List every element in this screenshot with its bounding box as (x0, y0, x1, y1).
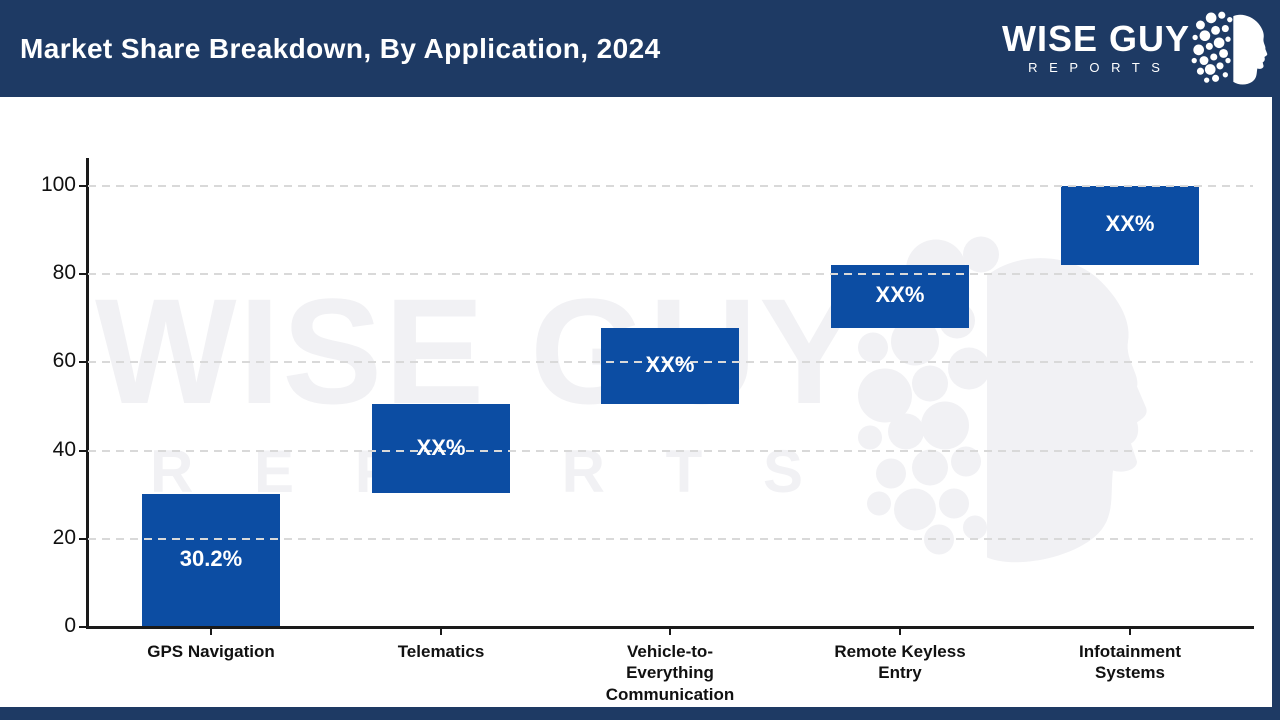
x-tick-label: Telematics (397, 642, 485, 661)
bar (142, 493, 280, 627)
header-bar: Market Share Breakdown, By Application, … (0, 0, 1280, 97)
bar-value-label: XX% (875, 282, 925, 308)
bar (1061, 186, 1199, 265)
logo-wordmark: WISE GUY R E P O R T S (1002, 20, 1190, 75)
chart-title: Market Share Breakdown, By Application, … (20, 33, 661, 64)
bar-value-label: XX% (645, 351, 695, 377)
logo-head-icon (1191, 11, 1268, 85)
right-edge-bar (1272, 0, 1280, 720)
y-tick-label: 60 (52, 349, 76, 373)
x-tick-label: Vehicle-to- Everything Communication (605, 642, 735, 704)
bottom-edge-bar (0, 707, 1280, 720)
logo-subtext: R E P O R T S (1028, 59, 1164, 75)
x-tick-mark (669, 628, 671, 635)
y-tick-mark (79, 273, 87, 276)
y-tick-label: 0 (64, 614, 76, 637)
gridline (88, 449, 1253, 452)
y-tick-label: 20 (52, 525, 76, 549)
x-tick-mark (440, 628, 442, 635)
bar-value-label: XX% (1105, 211, 1155, 237)
y-tick-label: 80 (52, 261, 76, 285)
y-tick-mark (79, 361, 87, 364)
bar (831, 264, 969, 328)
y-tick-mark (79, 626, 87, 628)
y-tick-label: 100 (40, 173, 76, 196)
y-tick-label: 40 (52, 437, 76, 461)
y-axis-line (86, 158, 89, 628)
bar-value-label: XX% (416, 434, 466, 460)
x-tick-mark (210, 628, 212, 635)
bar (372, 404, 510, 494)
gridline (88, 185, 1253, 187)
y-tick-mark (79, 185, 87, 187)
x-tick-mark (1129, 628, 1131, 635)
x-tick-mark (899, 628, 901, 635)
logo-name: WISE GUY (1001, 18, 1190, 59)
chart-area: WISE GUY R E P O R T S 02040608010030.2%… (0, 97, 1280, 707)
gridline (88, 361, 1253, 364)
wise-guy-logo: WISE GUY R E P O R T S (1002, 4, 1268, 94)
bar-value-label: 30.2% (179, 546, 243, 572)
gridline (88, 537, 1253, 540)
bar (601, 327, 739, 405)
gridline (88, 273, 1253, 276)
y-tick-mark (79, 537, 87, 540)
x-axis-line (86, 626, 1254, 629)
x-tick-label: Infotainment Systems (1079, 642, 1181, 683)
x-tick-label: GPS Navigation (147, 642, 275, 661)
x-tick-label: Remote Keyless Entry (834, 642, 966, 683)
y-tick-mark (79, 449, 87, 452)
